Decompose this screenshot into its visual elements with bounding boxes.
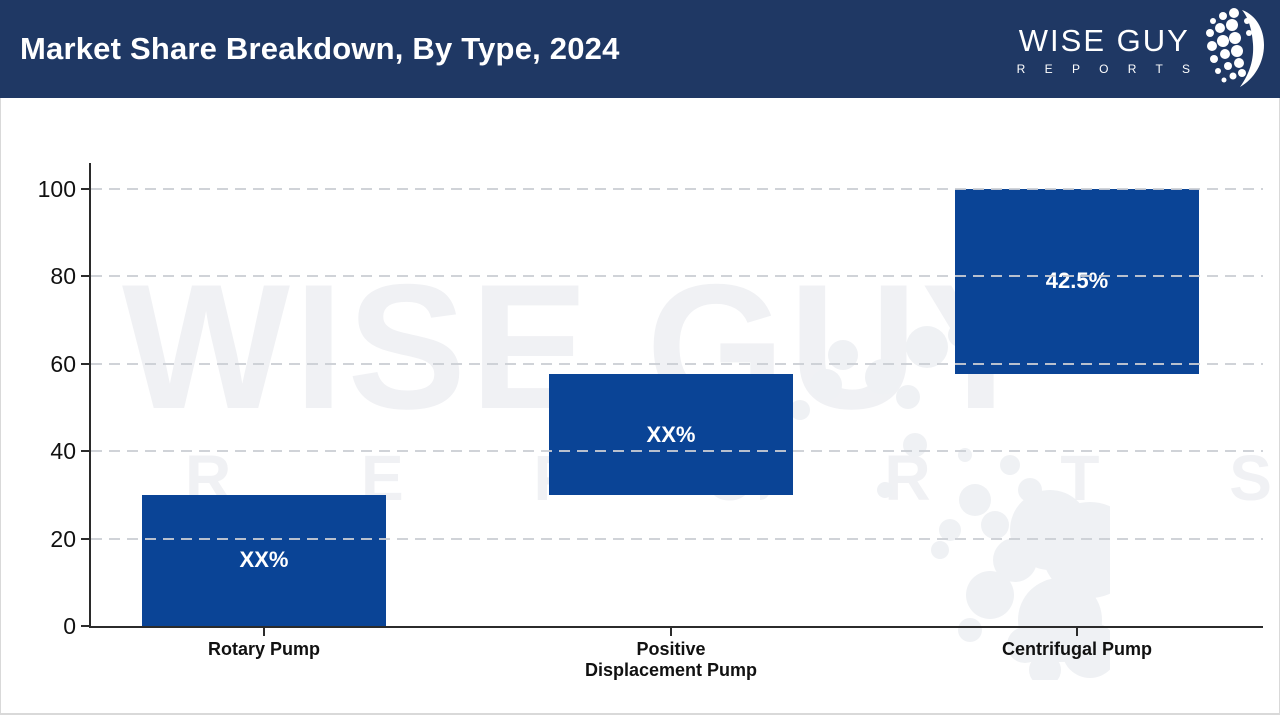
left-border-line (0, 98, 1, 715)
bar-value-label: XX% (646, 421, 696, 447)
bar-segment: XX% (142, 494, 386, 626)
x-axis-category-label-line: Centrifugal Pump (1001, 639, 1152, 659)
x-axis-tick (1076, 628, 1078, 636)
y-axis-tick (81, 275, 89, 277)
x-axis-category-label-line: Positive (636, 639, 706, 659)
page-title: Market Share Breakdown, By Type, 2024 (20, 31, 620, 66)
y-axis-tick-label: 60 (50, 350, 76, 377)
y-axis-tick (81, 362, 89, 365)
x-axis-line (89, 626, 1263, 628)
y-gridline (91, 450, 1263, 452)
x-axis-category-label: Positive Displacement Pump (511, 639, 831, 681)
y-axis-tick-label: 0 (63, 613, 76, 639)
bar-segment: XX% (549, 374, 793, 495)
y-axis-tick-label: 100 (37, 175, 76, 202)
x-axis-tick (670, 628, 672, 636)
footer-divider-line (0, 713, 1280, 715)
logo-wordmark: WISE GUY (1018, 22, 1190, 58)
bar-value-label: 42.5% (1045, 268, 1109, 294)
wise-guy-logo: WISE GUY R E P O R T S (1011, 4, 1270, 94)
y-axis-line (89, 163, 91, 628)
y-axis-tick-label: 80 (50, 263, 76, 289)
x-axis-category-label: Rotary Pump (104, 639, 424, 660)
y-gridline (91, 362, 1263, 365)
y-gridline (91, 187, 1263, 190)
x-axis-category-label-line: Rotary Pump (207, 639, 321, 659)
logo-subtitle: R E P O R T S (1016, 61, 1198, 76)
y-axis-tick (81, 625, 89, 627)
header-bar: Market Share Breakdown, By Type, 2024 WI… (0, 0, 1280, 98)
y-axis-tick-label: 20 (50, 525, 76, 552)
bar-value-label: XX% (239, 547, 289, 573)
x-axis-tick (263, 628, 265, 636)
y-axis-tick-label: 40 (50, 438, 76, 464)
dotted-face-icon (1206, 8, 1264, 87)
y-axis-tick (81, 187, 89, 190)
logo-text: WISE GUY R E P O R T S (1011, 23, 1198, 76)
y-gridline (91, 537, 1263, 540)
x-axis-category-label: Centrifugal Pump (917, 639, 1237, 660)
x-axis-category-label-line: Displacement Pump (584, 660, 758, 680)
y-axis-tick (81, 450, 89, 452)
y-gridline (91, 275, 1263, 277)
bar-segment: 42.5% (955, 188, 1199, 375)
watermark-face-dots (760, 296, 1110, 680)
y-axis-tick (81, 537, 89, 540)
chart-area: WISE GUY R E P O R T S 020406080100XX%Ro… (0, 98, 1280, 714)
